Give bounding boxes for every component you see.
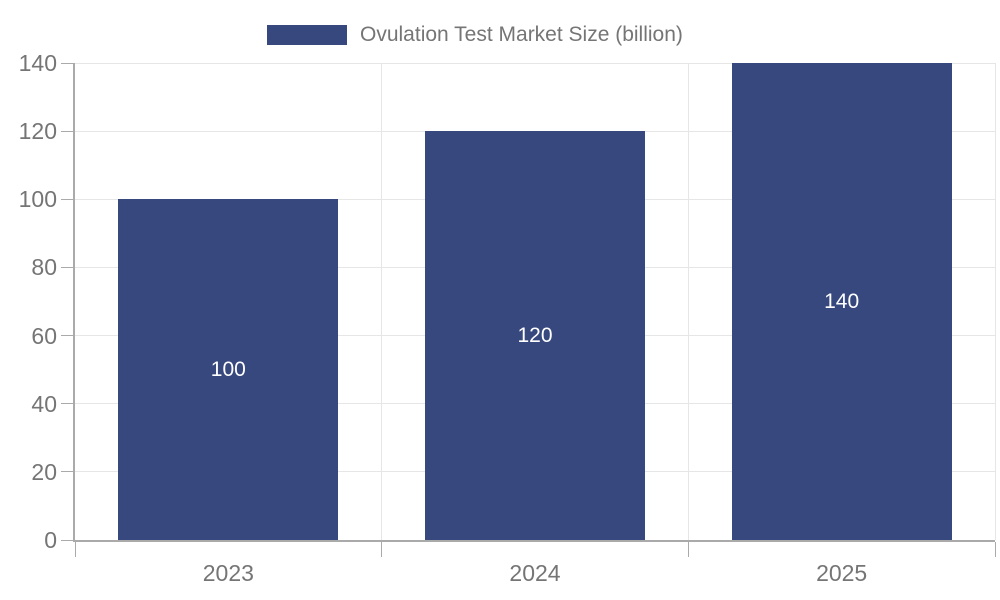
x-gridline — [687, 63, 689, 540]
y-axis-tick-label: 80 — [31, 254, 57, 281]
x-axis-tick — [994, 542, 996, 557]
x-axis-category-label: 2023 — [202, 560, 254, 586]
x-gridline — [381, 63, 383, 540]
y-axis-tick-label: 60 — [31, 322, 57, 349]
y-axis-tick — [61, 403, 73, 405]
legend-label: Ovulation Test Market Size (billion) — [360, 23, 683, 46]
bar-2023: 100 — [118, 199, 339, 540]
legend[interactable]: Ovulation Test Market Size (billion) — [267, 23, 683, 47]
bar-value-label: 120 — [517, 323, 553, 347]
y-axis-tick — [61, 335, 73, 337]
x-gridline — [994, 63, 996, 540]
y-axis-tick-label: 20 — [31, 458, 57, 485]
bar-value-label: 140 — [824, 289, 860, 313]
y-axis-tick — [61, 130, 73, 132]
bar-value-label: 100 — [210, 357, 246, 381]
legend-swatch-icon — [267, 25, 347, 45]
y-axis-tick-label: 140 — [18, 50, 57, 76]
y-axis-tick — [61, 62, 73, 64]
x-axis-tick — [687, 542, 689, 557]
y-axis-tick-label: 0 — [44, 527, 57, 553]
y-axis-tick-label: 40 — [31, 390, 57, 417]
y-axis-tick — [61, 198, 73, 200]
y-axis-tick — [61, 471, 73, 473]
plot-area: 0 20 40 60 80 100 120 140 100 2023 120 2024 140 2025 — [19, 50, 996, 586]
y-axis-tick-label: 120 — [18, 118, 57, 145]
y-axis-tick — [61, 266, 73, 268]
bar-2025: 140 — [731, 63, 952, 540]
y-gridline — [75, 62, 995, 64]
x-axis-tick — [74, 542, 76, 557]
x-axis-category-label: 2024 — [509, 560, 561, 586]
y-axis-tick-label: 100 — [18, 186, 57, 213]
bar-2024: 120 — [425, 131, 645, 540]
y-axis-tick — [61, 539, 73, 541]
x-axis-category-label: 2025 — [816, 560, 868, 586]
x-axis-tick — [381, 542, 383, 557]
